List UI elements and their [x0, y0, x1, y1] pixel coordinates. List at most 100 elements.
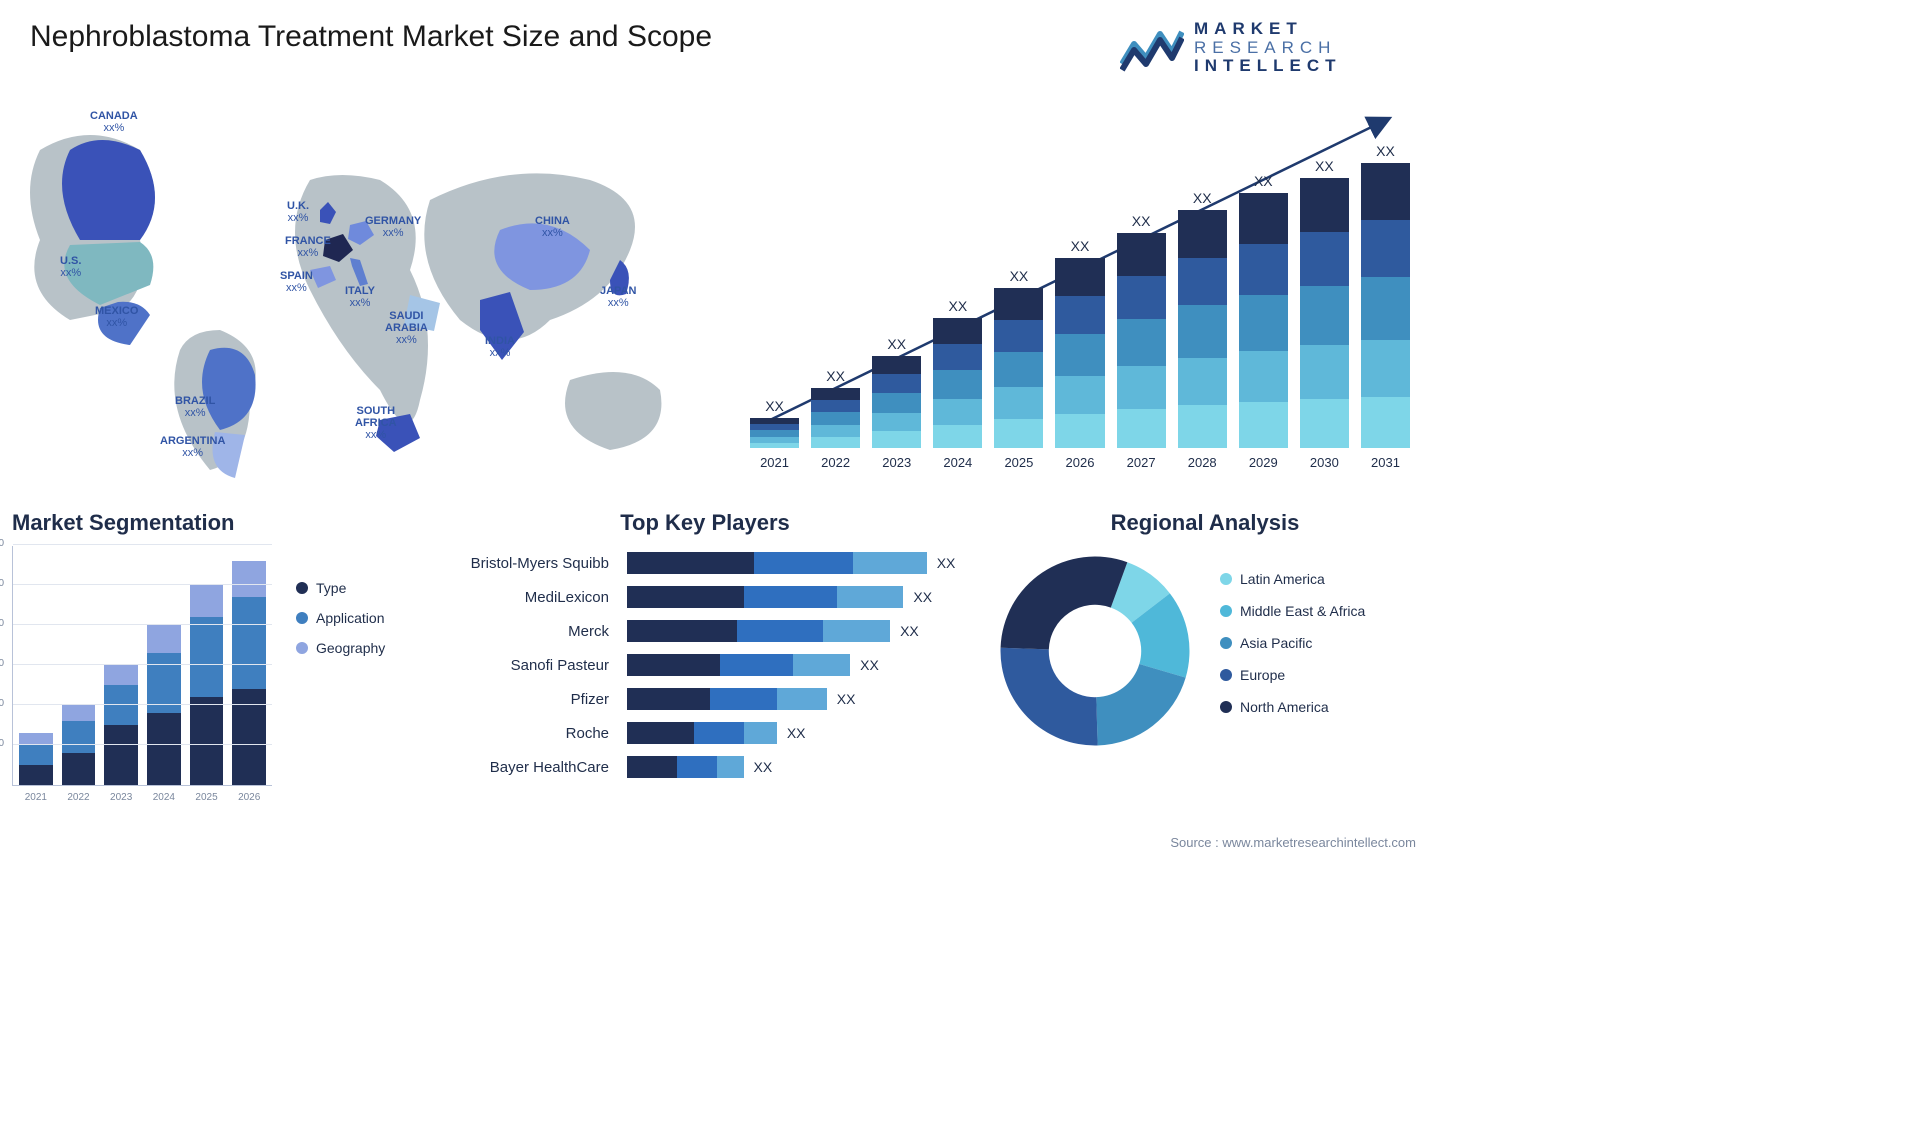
legend-item: Geography	[296, 640, 385, 656]
forecast-x-label: 2030	[1300, 455, 1349, 470]
forecast-x-label: 2024	[933, 455, 982, 470]
forecast-bar-value: XX	[1010, 268, 1029, 284]
seg-bar	[19, 733, 53, 785]
player-row: Roche XX	[450, 716, 960, 750]
legend-label: Application	[316, 610, 385, 626]
donut-slice	[1001, 648, 1098, 746]
brand-logo: MARKET RESEARCH INTELLECT	[1120, 18, 1410, 78]
page-title: Nephroblastoma Treatment Market Size and…	[30, 20, 712, 54]
segmentation-chart: 202120222023202420252026 102030405060	[12, 546, 272, 786]
forecast-bar-value: XX	[887, 336, 906, 352]
player-name: Sanofi Pasteur	[450, 657, 615, 674]
forecast-bar: XX	[1361, 143, 1410, 448]
donut-slice	[1001, 557, 1128, 650]
forecast-x-label: 2028	[1178, 455, 1227, 470]
regional-donut	[990, 546, 1200, 756]
segmentation-section: Market Segmentation 20212022202320242025…	[12, 510, 422, 800]
logo-text: MARKET RESEARCH INTELLECT	[1194, 20, 1342, 76]
player-value: XX	[913, 589, 932, 605]
forecast-x-label: 2031	[1361, 455, 1410, 470]
seg-bar	[232, 561, 266, 785]
player-bar	[627, 552, 927, 574]
source-text: Source : www.marketresearchintellect.com	[1170, 835, 1416, 850]
forecast-x-label: 2027	[1117, 455, 1166, 470]
map-country-label: U.S.xx%	[60, 255, 81, 279]
forecast-bar: XX	[1117, 213, 1166, 448]
forecast-bar: XX	[1178, 190, 1227, 448]
forecast-bar-value: XX	[1193, 190, 1212, 206]
world-map: CANADAxx% U.S.xx% MEXICOxx% BRAZILxx% ARGENT…	[10, 90, 710, 490]
seg-y-tick: 50	[0, 578, 4, 589]
seg-bar	[147, 625, 181, 785]
player-bar	[627, 586, 903, 608]
map-country-label: ARGENTINAxx%	[160, 435, 225, 459]
player-row: Bayer HealthCare XX	[450, 750, 960, 784]
player-bar	[627, 620, 890, 642]
player-bar	[627, 654, 850, 676]
seg-x-label: 2022	[62, 792, 96, 803]
player-value: XX	[754, 759, 773, 775]
forecast-bar: XX	[994, 268, 1043, 448]
seg-x-label: 2026	[232, 792, 266, 803]
map-country-label: CHINAxx%	[535, 215, 570, 239]
player-row: Sanofi PasteurXX	[450, 648, 960, 682]
forecast-bar: XX	[1239, 173, 1288, 448]
seg-x-label: 2024	[147, 792, 181, 803]
players-title: Top Key Players	[450, 510, 960, 536]
player-bar	[627, 688, 827, 710]
map-country-label: GERMANYxx%	[365, 215, 421, 239]
player-row: MediLexicon XX	[450, 580, 960, 614]
map-country-label: CANADAxx%	[90, 110, 138, 134]
player-row: Merck XX	[450, 614, 960, 648]
map-country-label: ITALYxx%	[345, 285, 375, 309]
map-country-label: JAPANxx%	[600, 285, 636, 309]
forecast-chart: XXXXXXXXXXXXXXXXXXXXXX 20212022202320242…	[750, 100, 1410, 470]
legend-item: Middle East & Africa	[1220, 603, 1365, 619]
forecast-bar: XX	[872, 336, 921, 448]
forecast-bar-value: XX	[1315, 158, 1334, 174]
player-value: XX	[937, 555, 956, 571]
map-country-label: MEXICOxx%	[95, 305, 138, 329]
forecast-bar-value: XX	[1376, 143, 1395, 159]
players-section: Top Key Players Bristol-Myers SquibbXXMe…	[450, 510, 960, 800]
seg-bar	[62, 705, 96, 785]
player-row: Pfizer XX	[450, 682, 960, 716]
legend-label: Type	[316, 580, 346, 596]
player-value: XX	[837, 691, 856, 707]
seg-y-tick: 10	[0, 738, 4, 749]
player-name: Pfizer	[450, 691, 615, 708]
legend-item: Type	[296, 580, 385, 596]
forecast-x-label: 2029	[1239, 455, 1288, 470]
forecast-x-label: 2022	[811, 455, 860, 470]
map-country-label: SPAINxx%	[280, 270, 313, 294]
legend-label: Geography	[316, 640, 385, 656]
forecast-bar-value: XX	[1071, 238, 1090, 254]
player-name: Roche	[450, 725, 615, 742]
forecast-bar-value: XX	[948, 298, 967, 314]
player-bar	[627, 722, 777, 744]
forecast-bar: XX	[933, 298, 982, 448]
forecast-bar-value: XX	[1132, 213, 1151, 229]
map-country-label: BRAZILxx%	[175, 395, 215, 419]
seg-bar	[190, 585, 224, 785]
donut-slice	[1096, 664, 1185, 745]
forecast-bar-value: XX	[765, 398, 784, 414]
seg-x-label: 2021	[19, 792, 53, 803]
legend-item: Asia Pacific	[1220, 635, 1365, 651]
regional-title: Regional Analysis	[990, 510, 1420, 536]
player-value: XX	[900, 623, 919, 639]
legend-label: Asia Pacific	[1240, 635, 1312, 651]
player-name: Bristol-Myers Squibb	[450, 555, 615, 572]
map-country-label: INDIAxx%	[485, 335, 515, 359]
player-name: Merck	[450, 623, 615, 640]
segmentation-legend: Type Application Geography	[296, 546, 385, 786]
forecast-bar: XX	[750, 398, 799, 448]
segmentation-title: Market Segmentation	[12, 510, 422, 536]
map-country-label: SAUDIARABIAxx%	[385, 310, 428, 346]
player-name: MediLexicon	[450, 589, 615, 606]
forecast-x-label: 2023	[872, 455, 921, 470]
forecast-x-label: 2021	[750, 455, 799, 470]
players-chart: Bristol-Myers SquibbXXMediLexiconXXMerck…	[450, 546, 960, 784]
player-name: Bayer HealthCare	[450, 759, 615, 776]
player-value: XX	[787, 725, 806, 741]
